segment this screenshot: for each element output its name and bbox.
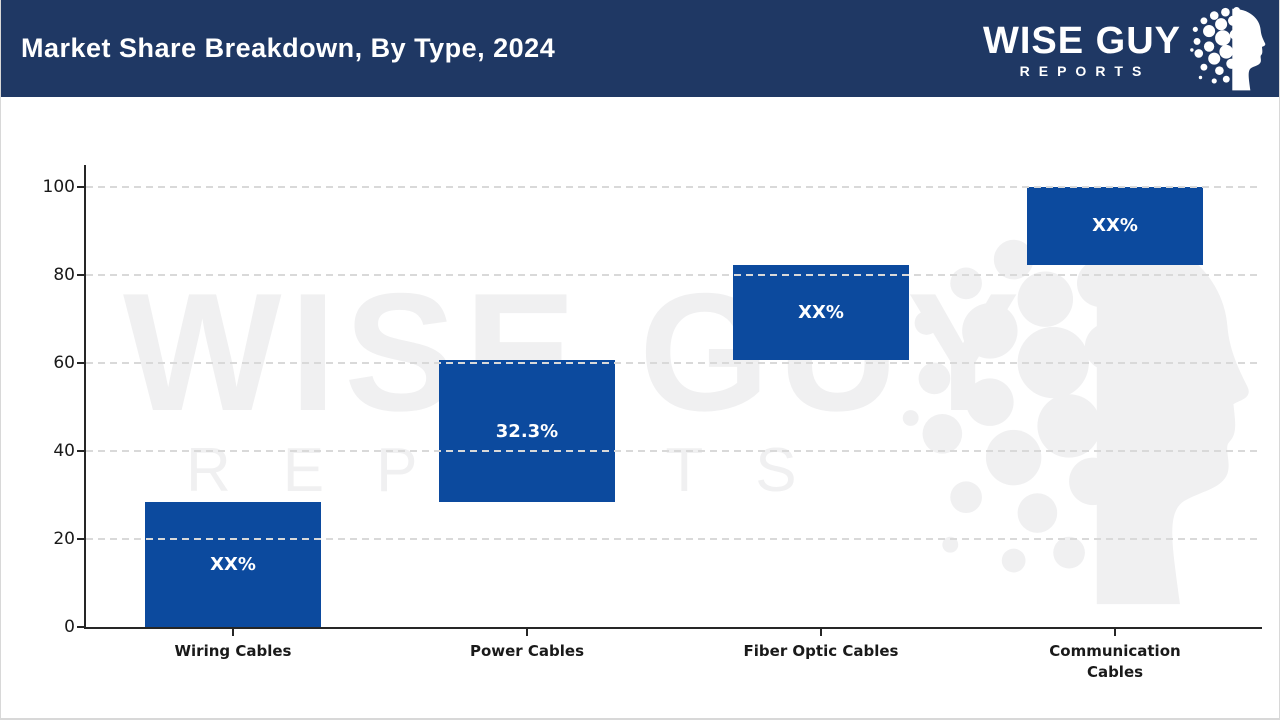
logo-subtitle: REPORTS xyxy=(1019,62,1151,79)
bar-fiber-optic-cables: XX% xyxy=(733,264,909,361)
x-axis-category-label: Fiber Optic Cables xyxy=(743,642,899,660)
y-axis-tick-label: 60 xyxy=(53,353,75,373)
x-tick xyxy=(232,627,234,636)
logo-wordmark: WISE GUY xyxy=(982,19,1181,62)
bar-communication-cables: XX% xyxy=(1027,187,1203,265)
bar-value-label: XX% xyxy=(210,554,256,576)
logo-head-icon xyxy=(1185,7,1271,93)
y-axis-tick-label: 40 xyxy=(53,441,75,461)
gridline-y60 xyxy=(86,362,1262,364)
x-axis-category-label: Communication Cables xyxy=(1049,642,1181,681)
y-tick xyxy=(77,538,86,540)
y-tick xyxy=(77,274,86,276)
logo: WISE GUY REPORTS xyxy=(983,5,1271,95)
y-axis-tick-label: 0 xyxy=(64,617,75,637)
y-axis-tick-label: 80 xyxy=(53,265,75,285)
x-tick xyxy=(820,627,822,636)
x-tick xyxy=(1114,627,1116,636)
x-axis-line xyxy=(84,627,1262,629)
header-bar: Market Share Breakdown, By Type, 2024 WI… xyxy=(1,0,1279,97)
x-tick xyxy=(526,627,528,636)
x-axis-category-label: Wiring Cables xyxy=(174,642,292,660)
logo-text: WISE GUY REPORTS xyxy=(983,22,1181,79)
y-tick xyxy=(77,186,86,188)
y-tick xyxy=(77,450,86,452)
page-title: Market Share Breakdown, By Type, 2024 xyxy=(21,33,556,63)
gridline-y80 xyxy=(86,274,1262,276)
y-tick xyxy=(77,362,86,364)
y-axis-tick-label: 20 xyxy=(53,529,75,549)
y-axis-tick-label: 100 xyxy=(42,177,75,197)
y-axis-line xyxy=(84,165,86,629)
bar-value-label: XX% xyxy=(798,302,844,324)
y-tick xyxy=(77,626,86,628)
bar-value-label: 32.3% xyxy=(495,420,559,442)
gridline-y100 xyxy=(86,186,1262,188)
gridline-y20 xyxy=(86,538,1262,540)
bar-value-label: XX% xyxy=(1092,215,1138,237)
gridline-y40 xyxy=(86,450,1262,452)
bar-power-cables: 32.3% xyxy=(439,360,615,503)
x-axis-category-label: Power Cables xyxy=(469,642,585,660)
bar-wiring-cables: XX% xyxy=(145,502,321,627)
